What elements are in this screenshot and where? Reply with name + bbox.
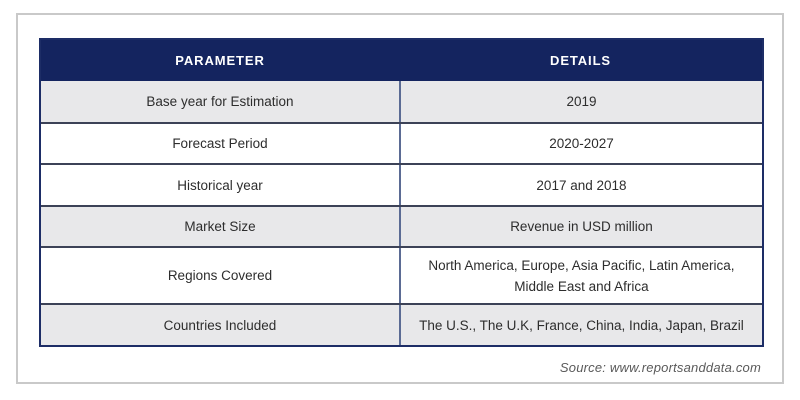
table-row-base-year: Base year for Estimation 2019 bbox=[41, 81, 762, 122]
parameter-cell: Regions Covered bbox=[167, 268, 273, 283]
header-parameter: PARAMETER bbox=[175, 53, 265, 68]
parameter-cell: Market Size bbox=[184, 219, 256, 234]
parameter-cell: Forecast Period bbox=[172, 136, 268, 151]
details-cell: North America, Europe, Asia Pacific, Lat… bbox=[398, 248, 762, 303]
details-cell: 2017 and 2018 bbox=[398, 165, 762, 205]
table-card: PARAMETER DETAILS Base year for Estimati… bbox=[16, 13, 784, 384]
table-row-forecast-period: Forecast Period 2020-2027 bbox=[41, 122, 762, 163]
details-cell: Revenue in USD million bbox=[398, 207, 762, 246]
details-cell: The U.S., The U.K, France, China, India,… bbox=[398, 305, 762, 345]
table-row-countries-included: Countries Included The U.S., The U.K, Fr… bbox=[41, 303, 762, 345]
table-row-regions-covered: Regions Covered North America, Europe, A… bbox=[41, 246, 762, 303]
parameter-cell: Historical year bbox=[177, 177, 263, 193]
table-row-market-size: Market Size Revenue in USD million bbox=[41, 205, 762, 246]
header-details: DETAILS bbox=[550, 53, 611, 68]
table-header-row: PARAMETER DETAILS bbox=[41, 40, 762, 81]
table-row-historical-year: Historical year 2017 and 2018 bbox=[41, 163, 762, 205]
parameter-cell: Base year for Estimation bbox=[146, 94, 294, 109]
details-cell: 2020-2027 bbox=[398, 124, 762, 163]
report-scope-table: PARAMETER DETAILS Base year for Estimati… bbox=[39, 38, 764, 347]
details-cell: 2019 bbox=[398, 81, 762, 122]
source-attribution: Source: www.reportsanddata.com bbox=[559, 360, 761, 375]
parameter-cell: Countries Included bbox=[163, 317, 277, 333]
